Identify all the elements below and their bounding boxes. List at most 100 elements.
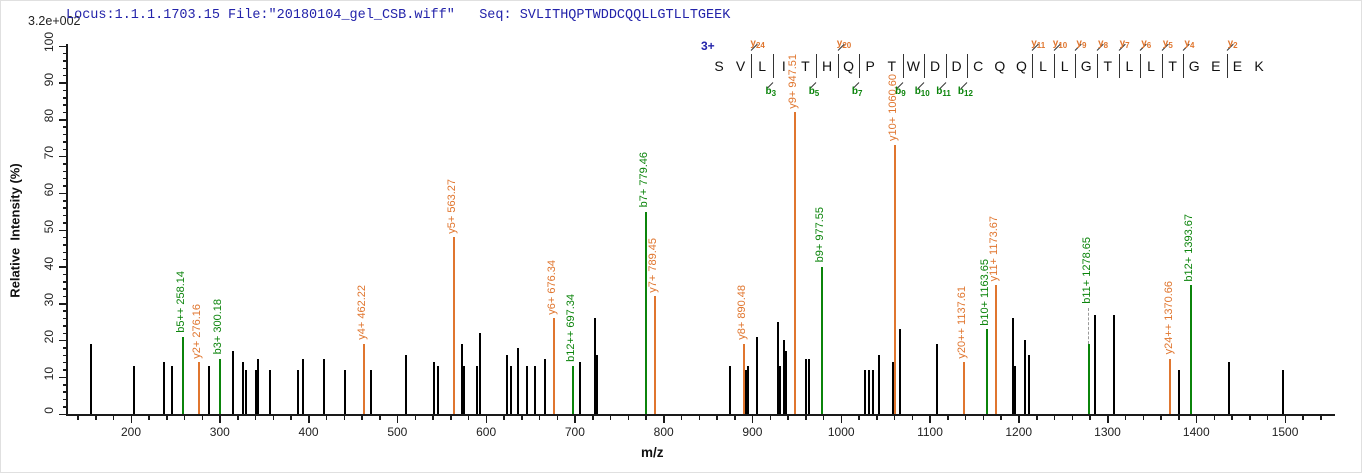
- peak-label: y24++ 1370.66: [1162, 281, 1175, 355]
- peak-b12pp: [571, 366, 574, 414]
- peak-label: b5++ 258.14: [175, 270, 188, 333]
- peak: [163, 362, 166, 414]
- sequence-residue: Q: [994, 58, 1006, 74]
- peak-label: b3+ 300.18: [212, 299, 225, 355]
- peak: [747, 366, 750, 414]
- sequence-residue: Q: [1015, 58, 1027, 74]
- x-minor-tick: [432, 416, 434, 420]
- y-major-tick: [59, 192, 66, 195]
- peak-label: y8+ 890.48: [736, 285, 749, 341]
- y-minor-tick: [62, 126, 66, 128]
- y-cleavage-line: [1118, 54, 1120, 78]
- y-cleavage-line: [837, 54, 839, 78]
- y-major-tick: [59, 119, 66, 121]
- peak: [877, 355, 880, 414]
- peak: [782, 340, 785, 414]
- peak-label: y4+ 462.22: [356, 285, 369, 341]
- peak-y10p: [894, 145, 897, 414]
- sequence-residue: T: [1103, 58, 1113, 74]
- base-peak-intensity: 3.2e+002: [28, 14, 81, 28]
- b-cleavage-line: [859, 54, 861, 78]
- x-major-tick: [308, 416, 310, 423]
- peak: [208, 366, 211, 414]
- x-tick-label: 1200: [1005, 425, 1033, 439]
- y-cleavage-line: [1075, 54, 1077, 78]
- peak: [1014, 366, 1017, 414]
- x-tick-label: 600: [476, 425, 497, 439]
- y-tick-label: 0: [42, 407, 56, 415]
- x-minor-tick: [964, 416, 967, 420]
- peak-label: y20++ 1137.61: [955, 285, 968, 359]
- x-minor-tick: [592, 416, 594, 420]
- peak-b5pp: [181, 336, 184, 414]
- x-minor-tick: [893, 416, 896, 420]
- sequence-residue: D: [929, 58, 941, 74]
- peak-y8p: [743, 344, 746, 414]
- sequence-residue: L: [758, 58, 767, 74]
- peak: [257, 358, 260, 414]
- y-ion-mark-y24: y24: [750, 38, 765, 50]
- peak: [244, 369, 247, 414]
- peak: [871, 369, 874, 414]
- b-ion-mark-b9: b9: [895, 86, 906, 98]
- y-minor-tick: [62, 222, 66, 224]
- x-minor-tick: [716, 416, 718, 420]
- y-cleavage-line: [1226, 54, 1228, 78]
- x-major-tick: [219, 416, 221, 423]
- x-minor-tick: [325, 416, 328, 420]
- peak: [1228, 362, 1231, 414]
- x-minor-tick: [183, 416, 186, 420]
- peak: [463, 366, 466, 414]
- peak-label: y7+ 789.45: [646, 237, 659, 293]
- precursor-charge-label: 3+: [701, 39, 715, 53]
- peak-label: b9+ 977.55: [813, 207, 826, 263]
- y-minor-tick: [62, 325, 66, 327]
- y-minor-tick: [62, 273, 66, 276]
- peak: [505, 355, 508, 414]
- x-tick-label: 1100: [917, 425, 943, 439]
- peak: [322, 358, 325, 414]
- peak: [344, 369, 347, 414]
- x-tick-label: 1400: [1182, 425, 1210, 439]
- y-minor-tick: [62, 74, 66, 77]
- y-tick-label: 90: [42, 72, 56, 86]
- y-minor-tick: [62, 347, 66, 349]
- y-ion-mark-y8: y8: [1098, 38, 1109, 50]
- x-major-tick: [663, 416, 665, 423]
- b-cleavage-line: [773, 54, 774, 78]
- y-ion-mark-y2: y2: [1227, 38, 1238, 50]
- x-minor-tick: [805, 416, 807, 420]
- peak: [1177, 369, 1180, 414]
- y-tick-label: 40: [42, 256, 56, 270]
- y-minor-tick: [62, 52, 66, 55]
- x-tick-label: 200: [121, 425, 142, 439]
- peak-label: y11+ 1173.67: [987, 215, 1000, 282]
- peak: [807, 358, 810, 414]
- y-minor-tick: [62, 361, 66, 364]
- peak-b11p: [1087, 344, 1090, 414]
- x-minor-tick: [1071, 416, 1073, 420]
- sequence-residue: G: [1188, 58, 1200, 74]
- peak: [405, 355, 408, 414]
- y-minor-tick: [62, 281, 66, 283]
- seq-label: Seq:: [479, 8, 512, 23]
- x-minor-tick: [112, 416, 115, 420]
- sequence-residue: V: [735, 58, 746, 74]
- x-tick-label: 400: [298, 425, 319, 439]
- y-minor-tick: [62, 170, 66, 173]
- peak: [785, 351, 788, 414]
- peak: [867, 369, 870, 414]
- peak: [510, 366, 513, 414]
- x-minor-tick: [1160, 416, 1162, 420]
- x-tick-label: 900: [742, 425, 763, 439]
- x-minor-tick: [876, 416, 878, 420]
- y-ion-mark-y10: y10: [1052, 38, 1068, 50]
- x-major-tick: [485, 416, 488, 423]
- peak: [891, 362, 894, 414]
- y-ion-mark-y9: y9: [1076, 38, 1087, 50]
- x-minor-tick: [947, 416, 949, 420]
- y-minor-tick: [62, 384, 66, 386]
- b-cleavage-line: [816, 54, 818, 78]
- y-ion-mark-y20: y20: [836, 38, 852, 50]
